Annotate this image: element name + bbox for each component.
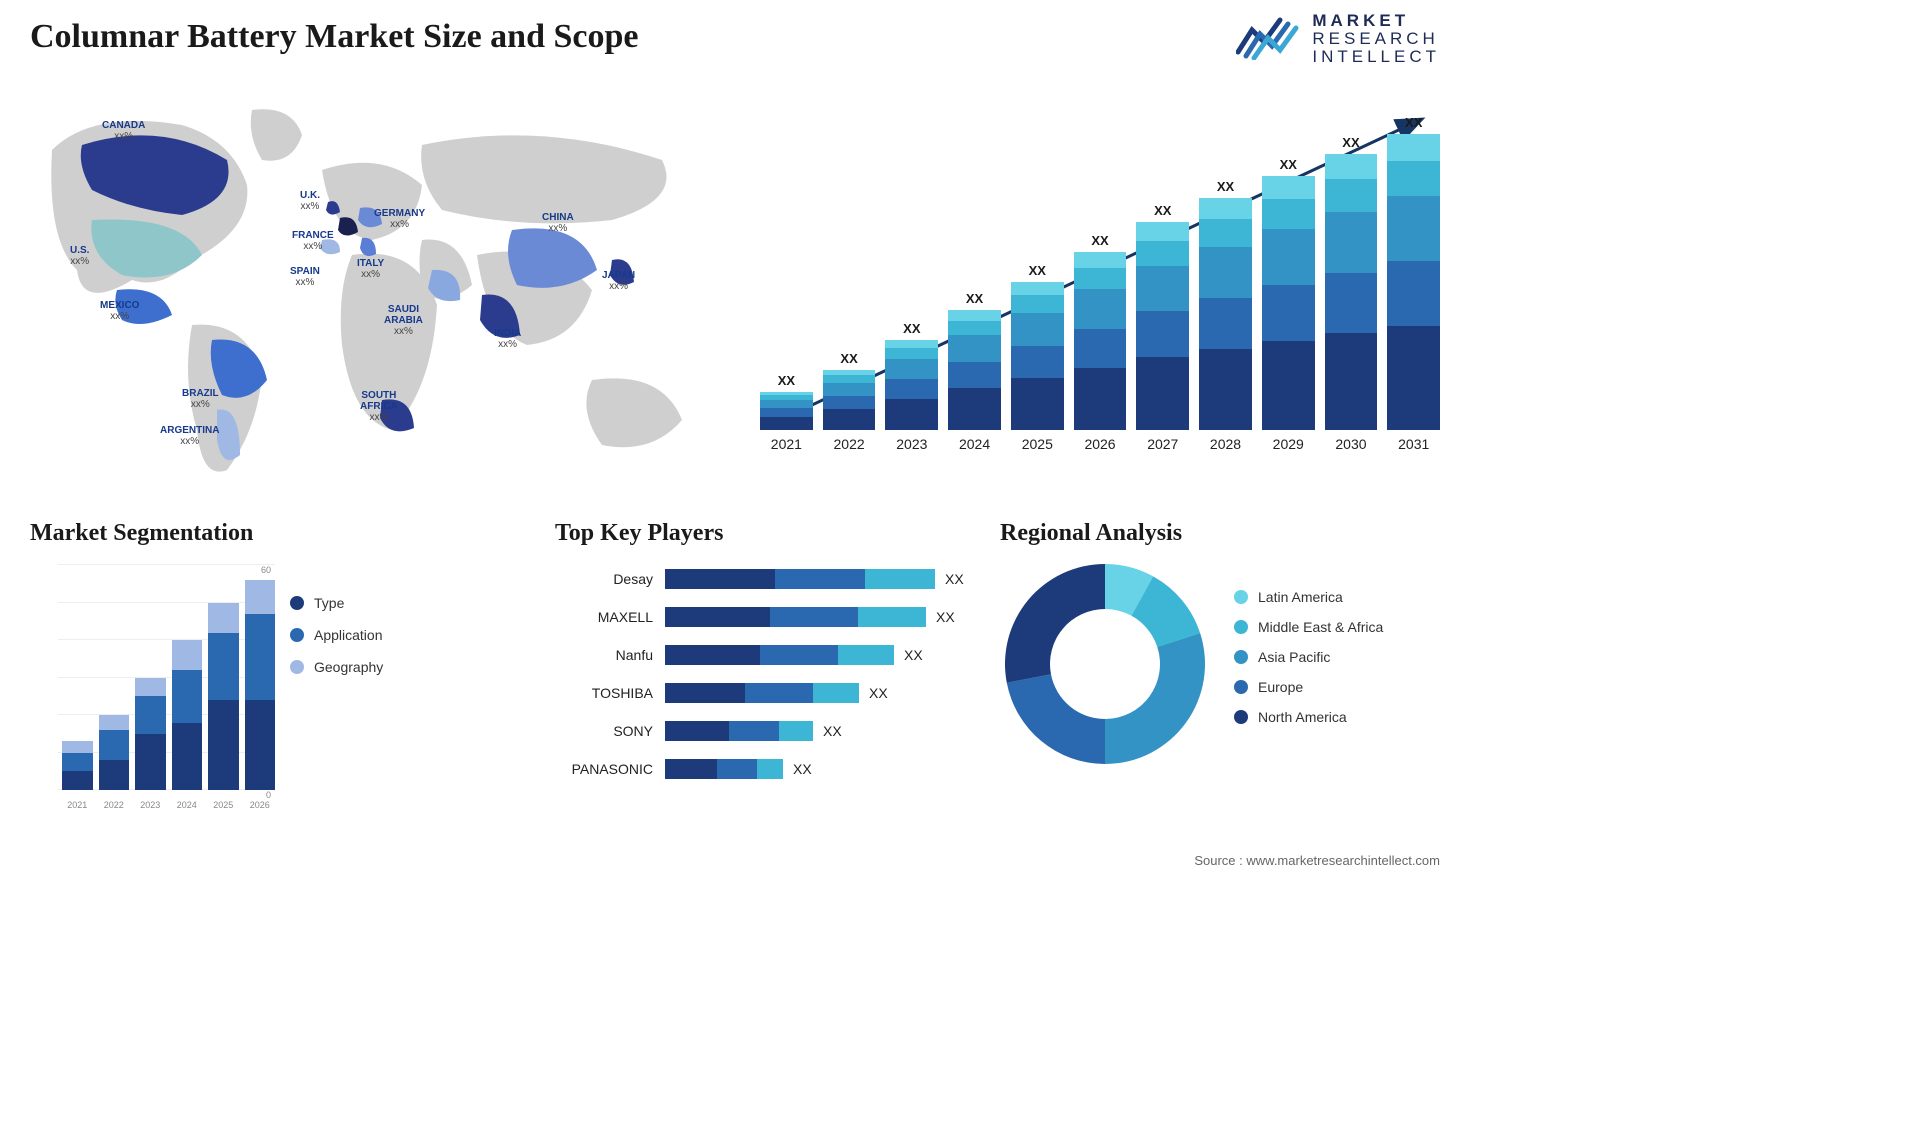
player-row: TOSHIBAXX <box>555 679 975 707</box>
brand-logo: MARKET RESEARCH INTELLECT <box>1236 12 1440 66</box>
map-label: MEXICOxx% <box>100 300 139 322</box>
growth-bar: XX2027 <box>1136 203 1189 452</box>
legend-item: Asia Pacific <box>1234 649 1383 665</box>
player-row: NanfuXX <box>555 641 975 669</box>
growth-bar: XX2023 <box>885 321 938 452</box>
segmentation-chart: 0102030405060202120222023202420252026 <box>30 565 275 810</box>
segmentation-bar <box>99 715 130 790</box>
legend-item: Type <box>290 595 450 611</box>
player-row: DesayXX <box>555 565 975 593</box>
map-label: JAPANxx% <box>602 270 635 292</box>
logo-mark-icon <box>1236 12 1304 65</box>
growth-chart: XX2021XX2022XX2023XX2024XX2025XX2026XX20… <box>760 100 1440 480</box>
segmentation-bar <box>135 678 166 791</box>
donut-slice <box>1105 633 1205 764</box>
segmentation-bar <box>208 603 239 791</box>
map-label: BRAZILxx% <box>182 388 219 410</box>
segmentation-section: Market Segmentation 01020304050602021202… <box>30 520 470 810</box>
logo-text-3: INTELLECT <box>1312 48 1440 66</box>
map-label: U.K.xx% <box>300 190 320 212</box>
player-row: SONYXX <box>555 717 975 745</box>
growth-bar: XX2022 <box>823 351 876 452</box>
source-text: Source : www.marketresearchintellect.com <box>1194 853 1440 868</box>
map-label: ITALYxx% <box>357 258 384 280</box>
regional-section: Regional Analysis Latin America Middle Ea… <box>1000 520 1440 769</box>
legend-item: Middle East & Africa <box>1234 619 1383 635</box>
logo-text-1: MARKET <box>1312 12 1440 30</box>
players-title: Top Key Players <box>555 520 975 547</box>
segmentation-title: Market Segmentation <box>30 520 470 547</box>
growth-bar: XX2031 <box>1387 115 1440 452</box>
map-label: U.S.xx% <box>70 245 89 267</box>
segmentation-bar <box>245 580 276 790</box>
regional-title: Regional Analysis <box>1000 520 1440 547</box>
donut-slice <box>1005 564 1105 683</box>
donut-slice <box>1007 674 1105 764</box>
logo-text-2: RESEARCH <box>1312 30 1440 48</box>
map-label: ARGENTINAxx% <box>160 425 219 447</box>
legend-item: Europe <box>1234 679 1383 695</box>
player-row: MAXELLXX <box>555 603 975 631</box>
growth-bar: XX2028 <box>1199 179 1252 452</box>
growth-bar: XX2021 <box>760 373 813 452</box>
players-section: Top Key Players DesayXX MAXELLXX NanfuXX TO… <box>555 520 975 793</box>
legend-item: Latin America <box>1234 589 1383 605</box>
players-chart: DesayXX MAXELLXX NanfuXX TOSHIBAXX SONYXX PAN… <box>555 565 975 783</box>
map-label: INDIAxx% <box>494 328 521 350</box>
map-label: SAUDIARABIAxx% <box>384 304 423 337</box>
segmentation-bar <box>172 640 203 790</box>
segmentation-legend: Type Application Geography <box>290 595 450 691</box>
growth-bar: XX2026 <box>1074 233 1127 452</box>
map-label: CHINAxx% <box>542 212 574 234</box>
map-label: SOUTHAFRICAxx% <box>360 390 398 423</box>
map-label: FRANCExx% <box>292 230 334 252</box>
growth-bar: XX2024 <box>948 291 1001 452</box>
growth-bar: XX2025 <box>1011 263 1064 452</box>
legend-item: North America <box>1234 709 1383 725</box>
map-label: CANADAxx% <box>102 120 145 142</box>
map-label: GERMANYxx% <box>374 208 425 230</box>
legend-item: Application <box>290 627 450 643</box>
segmentation-bar <box>62 741 93 790</box>
page-title: Columnar Battery Market Size and Scope <box>30 18 638 56</box>
map-label: SPAINxx% <box>290 266 320 288</box>
growth-bar: XX2030 <box>1325 135 1378 452</box>
player-row: PANASONICXX <box>555 755 975 783</box>
regional-donut <box>1000 559 1210 769</box>
growth-bar: XX2029 <box>1262 157 1315 452</box>
legend-item: Geography <box>290 659 450 675</box>
regional-legend: Latin America Middle East & Africa Asia Pa… <box>1234 589 1383 739</box>
world-map: CANADAxx% U.S.xx% MEXICOxx% BRAZILxx% ARGENT… <box>22 90 722 490</box>
